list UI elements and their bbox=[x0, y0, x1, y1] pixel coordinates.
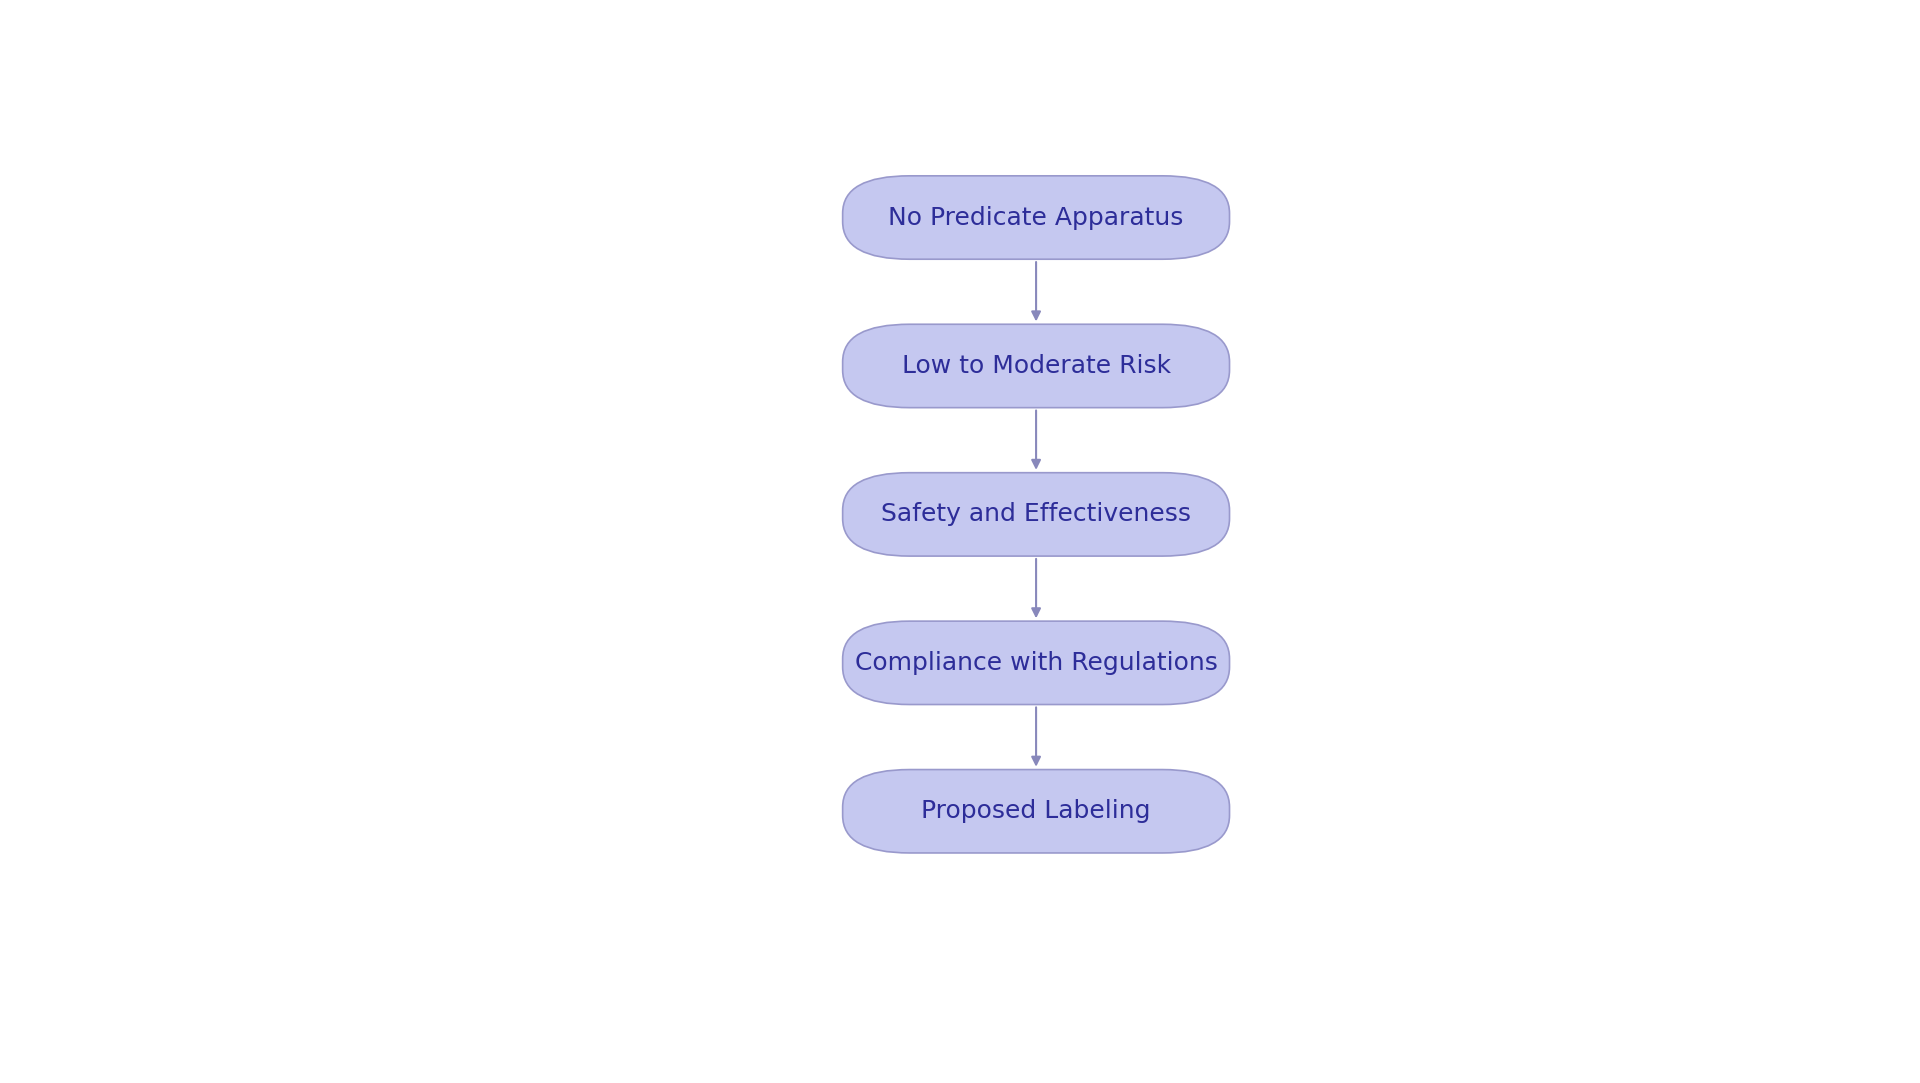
FancyBboxPatch shape bbox=[843, 324, 1229, 407]
FancyBboxPatch shape bbox=[843, 622, 1229, 705]
FancyBboxPatch shape bbox=[843, 472, 1229, 556]
FancyBboxPatch shape bbox=[843, 770, 1229, 853]
Text: Proposed Labeling: Proposed Labeling bbox=[922, 799, 1150, 823]
Text: Low to Moderate Risk: Low to Moderate Risk bbox=[902, 354, 1171, 378]
FancyBboxPatch shape bbox=[843, 175, 1229, 259]
Text: No Predicate Apparatus: No Predicate Apparatus bbox=[889, 206, 1185, 230]
Text: Compliance with Regulations: Compliance with Regulations bbox=[854, 651, 1217, 675]
Text: Safety and Effectiveness: Safety and Effectiveness bbox=[881, 503, 1190, 526]
